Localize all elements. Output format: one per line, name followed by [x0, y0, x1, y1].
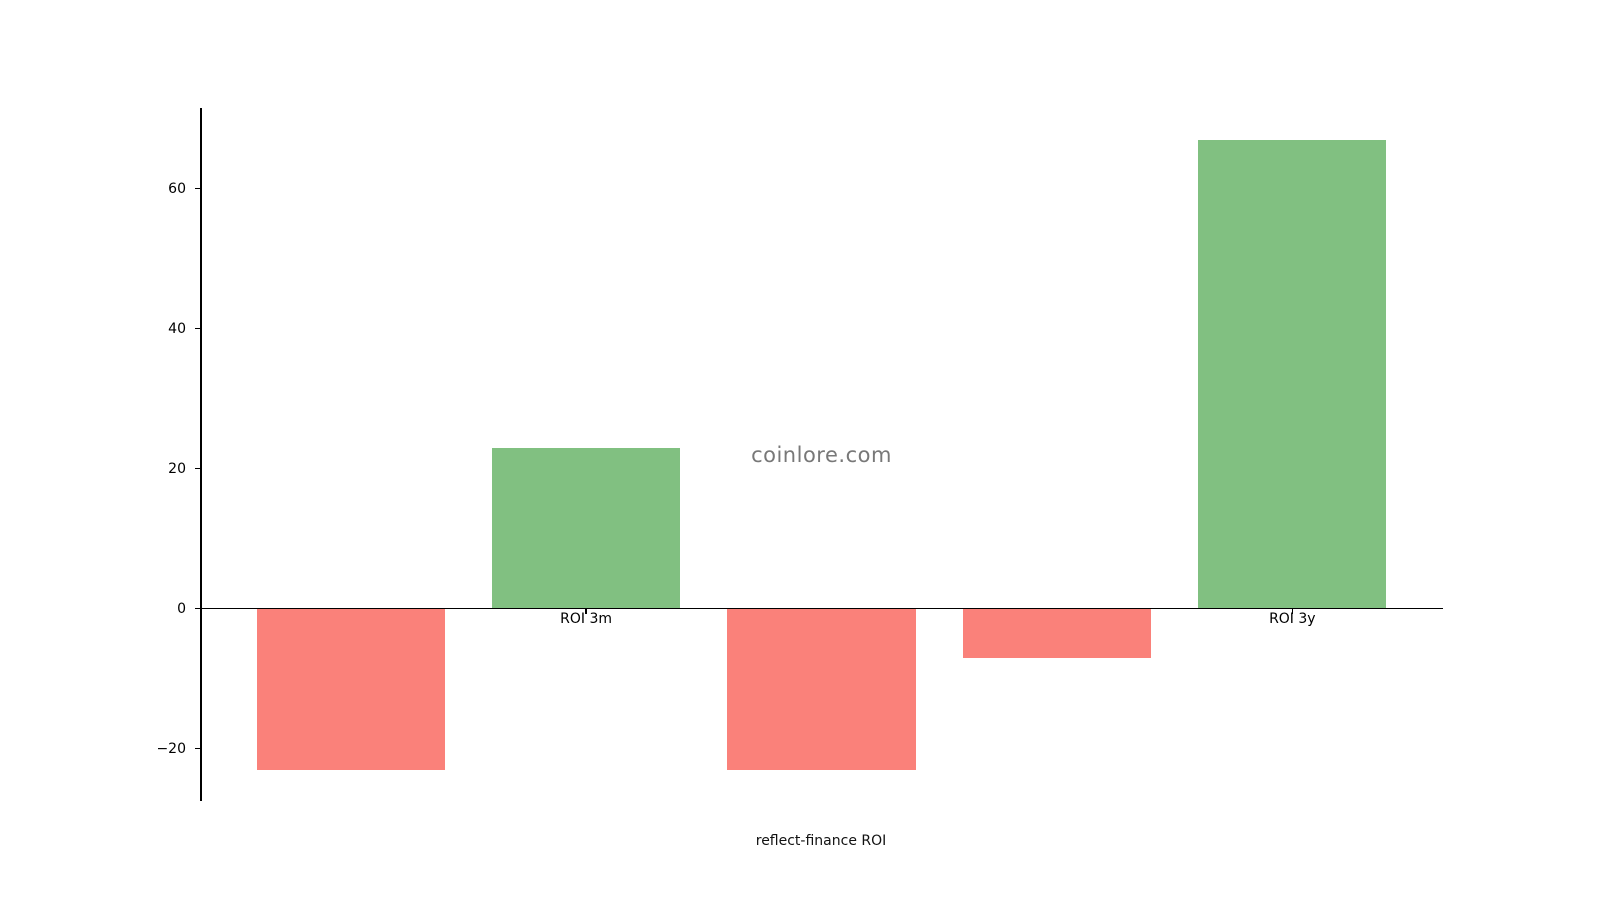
y-tick — [195, 327, 200, 330]
bar-1 — [491, 447, 681, 609]
bar-3 — [962, 608, 1152, 658]
chart-title: reflect-finance ROI — [755, 833, 887, 849]
x-tick-label: ROI 3y — [1269, 611, 1316, 627]
x-tick — [1291, 609, 1293, 615]
watermark: coinlore.com — [751, 442, 892, 467]
y-tick-label: 60 — [168, 180, 186, 197]
y-tick — [195, 187, 200, 190]
bar-0 — [256, 608, 445, 770]
plot-area: −20 0 20 40 60 ROI 3m ROI 3y coinlore.com — [156, 108, 1443, 801]
x-tick-label: ROI 3m — [560, 611, 613, 627]
y-tick-label: 40 — [168, 320, 186, 337]
x-tick — [585, 609, 587, 615]
y-tick — [195, 467, 200, 470]
y-tick — [195, 747, 200, 750]
bar-2 — [727, 608, 916, 770]
y-tick-label: −20 — [156, 740, 186, 757]
bar-4 — [1198, 139, 1387, 609]
y-axis-line — [200, 108, 202, 801]
y-tick-label: 0 — [177, 600, 186, 617]
x-axis-zero-line — [200, 607, 1443, 610]
y-tick-label: 20 — [168, 460, 186, 477]
y-tick — [195, 607, 200, 610]
